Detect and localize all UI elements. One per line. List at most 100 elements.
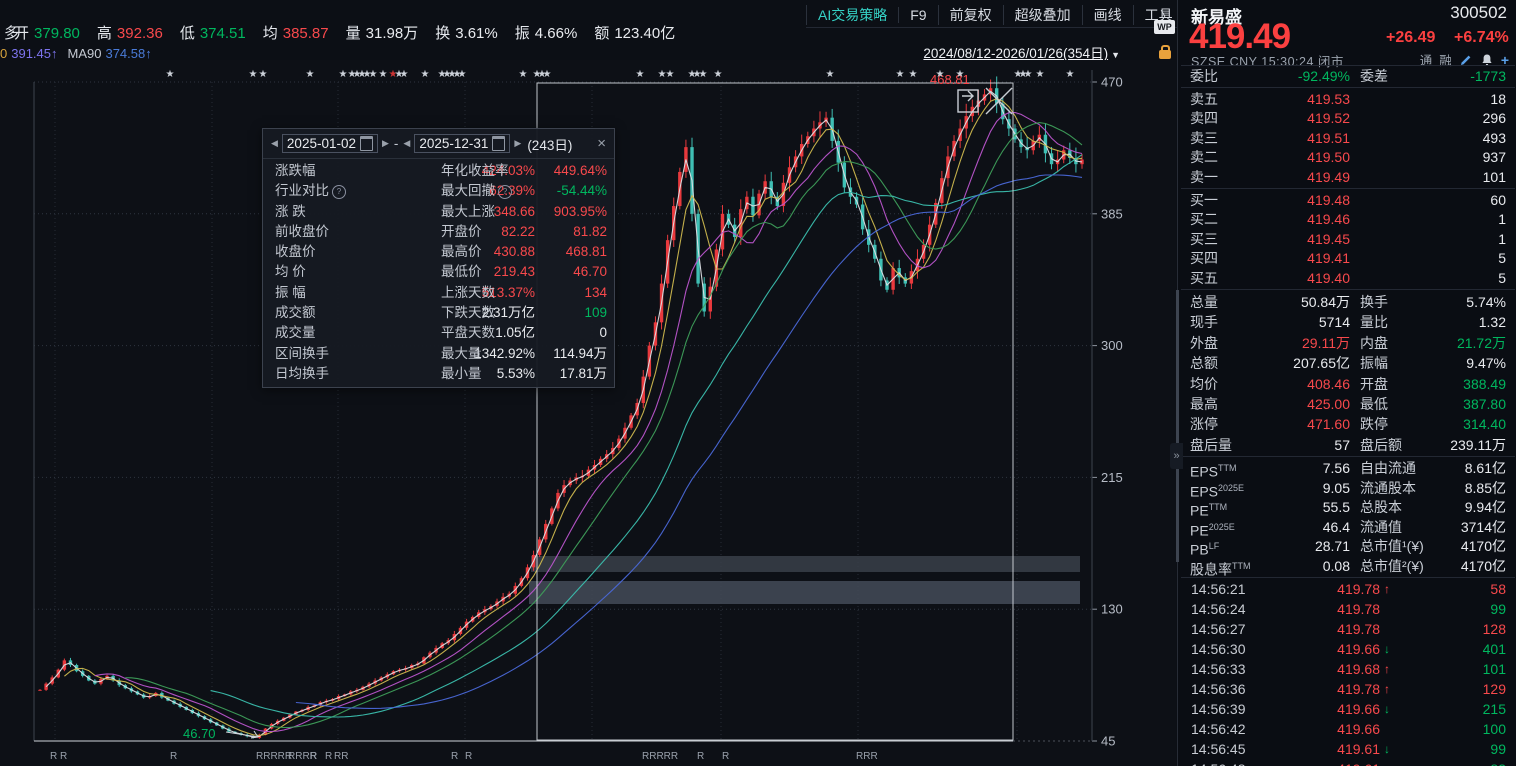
fundamental-value: 7.56 xyxy=(1322,460,1350,476)
event-star-icon[interactable]: ★ xyxy=(166,69,175,80)
event-star-icon[interactable]: ★ xyxy=(389,69,398,80)
ex-rights-marker: R R xyxy=(50,751,67,762)
event-star-icon[interactable]: ★ xyxy=(1024,69,1033,80)
event-star-icon[interactable]: ★ xyxy=(339,69,348,80)
lock-icon[interactable] xyxy=(1159,45,1171,59)
event-star-icon[interactable]: ★ xyxy=(306,69,315,80)
alert-bell-icon[interactable] xyxy=(1480,53,1494,67)
caret-down-icon[interactable]: ▼ xyxy=(1111,50,1120,60)
panel-collapse-handle[interactable]: » xyxy=(1170,443,1183,469)
event-star-icon[interactable]: ★ xyxy=(458,69,467,80)
event-star-icon[interactable]: ★ xyxy=(400,69,409,80)
event-star-icon[interactable]: ★ xyxy=(259,69,268,80)
event-star-icon[interactable]: ★ xyxy=(699,69,708,80)
bid-row[interactable]: 买五 419.40 5 xyxy=(1178,269,1516,288)
event-star-icon[interactable]: ★ xyxy=(658,69,667,80)
quote-field-value: 374.51 xyxy=(199,25,246,42)
tick-time: 14:56:48 xyxy=(1191,759,1246,766)
event-star-icon[interactable]: ★ xyxy=(353,69,362,80)
event-star-icon[interactable]: ★ xyxy=(1014,69,1023,80)
end-date-picker[interactable]: 2025-12-31 xyxy=(414,134,511,153)
event-star-icon[interactable]: ★ xyxy=(896,69,905,80)
menu-item-6[interactable]: 工具 xyxy=(1132,5,1184,25)
event-star-icon[interactable]: ★ xyxy=(363,69,372,80)
start-date-next-icon[interactable]: ▶ xyxy=(381,138,389,148)
event-star-icon[interactable]: ★ xyxy=(956,69,965,80)
menu-item-3[interactable]: 前复权 xyxy=(937,5,1003,25)
event-star-icon[interactable]: ★ xyxy=(519,69,528,80)
end-date-next-icon[interactable]: ▶ xyxy=(514,138,522,148)
event-star-icon[interactable]: ★ xyxy=(421,69,430,80)
bid-row[interactable]: 买三 419.45 1 xyxy=(1178,230,1516,249)
event-star-icon[interactable]: ★ xyxy=(1019,69,1028,80)
ask-row[interactable]: 卖一 419.49 101 xyxy=(1178,168,1516,187)
selection-export-icon[interactable] xyxy=(957,89,979,113)
menu-item-4[interactable]: 超级叠加 xyxy=(1002,5,1082,25)
edit-pencil-icon[interactable] xyxy=(1459,53,1473,67)
event-star-icon[interactable]: ★ xyxy=(348,69,357,80)
event-star-icon[interactable]: ★ xyxy=(714,69,723,80)
event-star-icon[interactable]: ★ xyxy=(438,69,447,80)
chart-date-range[interactable]: 2024/08/12-2026/01/26(354日) ▼ xyxy=(820,42,1120,62)
event-star-icon[interactable]: ★ xyxy=(688,69,697,80)
end-date-prev-icon[interactable]: ◀ xyxy=(403,138,411,148)
ask-row[interactable]: 卖二 419.50 937 xyxy=(1178,148,1516,167)
event-star-icon[interactable]: ★ xyxy=(936,69,945,80)
event-star-icon[interactable]: ★ xyxy=(379,69,388,80)
event-star-icon[interactable]: ★ xyxy=(1036,69,1045,80)
event-star-icon[interactable]: ★ xyxy=(443,69,452,80)
bid-row[interactable]: 买一 419.48 60 xyxy=(1178,191,1516,210)
ask-row[interactable]: 卖五 419.53 18 xyxy=(1178,90,1516,109)
event-star-icon[interactable]: ★ xyxy=(636,69,645,80)
fundamental-label: PBLF xyxy=(1190,541,1220,559)
tick-time: 14:56:30 xyxy=(1191,641,1246,657)
menu-item-2[interactable]: F9 xyxy=(898,7,937,23)
popup-stat-row: 涨跌幅 424.03% 年化收益率 449.64% xyxy=(263,161,614,181)
event-star-icon[interactable]: ★ xyxy=(543,69,552,80)
event-star-icon[interactable]: ★ xyxy=(693,69,702,80)
annotation-bar[interactable] xyxy=(529,581,1080,604)
info-icon[interactable]: ? xyxy=(332,185,346,200)
popup-stat-row: 成交额 2.31万亿 下跌天数 109 xyxy=(263,303,614,323)
popup-stat-value: 449.64% xyxy=(553,163,607,178)
event-star-icon[interactable]: ★ xyxy=(1066,69,1075,80)
start-date-prev-icon[interactable]: ◀ xyxy=(271,138,278,148)
fundamental-label: EPSTTM xyxy=(1190,463,1237,480)
event-star-icon[interactable]: ★ xyxy=(453,69,462,80)
panel-scrollbar[interactable] xyxy=(1176,290,1179,562)
tick-time: 14:56:21 xyxy=(1191,581,1246,597)
ask-row[interactable]: 卖三 419.51 493 xyxy=(1178,129,1516,148)
event-star-icon[interactable]: ★ xyxy=(826,69,835,80)
stock-code: 300502 xyxy=(1450,3,1507,22)
interval-stats-popup: ◀ 2025-01-02 ▶ - ◀ 2025-12-31 ▶ (243日) ×… xyxy=(262,128,615,388)
event-star-icon[interactable]: ★ xyxy=(909,69,918,80)
wp-badge[interactable]: WP xyxy=(1154,20,1175,34)
bid-row[interactable]: 买二 419.46 1 xyxy=(1178,210,1516,229)
start-date-picker[interactable]: 2025-01-02 xyxy=(281,134,378,153)
ask-row[interactable]: 卖四 419.52 296 xyxy=(1178,109,1516,128)
interval-selection-rect[interactable] xyxy=(536,82,1014,741)
popup-close-icon[interactable]: × xyxy=(597,135,606,152)
menu-item-5[interactable]: 画线 xyxy=(1081,5,1133,25)
y-axis-label: 300 xyxy=(1101,338,1123,353)
menu-item-1[interactable]: AI交易策略 xyxy=(806,5,898,25)
add-icon[interactable]: + xyxy=(1500,51,1509,68)
event-star-icon[interactable]: ★ xyxy=(666,69,675,80)
event-star-icon[interactable]: ★ xyxy=(538,69,547,80)
event-star-icon[interactable]: ★ xyxy=(249,69,258,80)
event-star-icon[interactable]: ★ xyxy=(369,69,378,80)
quote-field-label: 量 xyxy=(345,25,361,42)
date-range-text[interactable]: 2024/08/12-2026/01/26(354日) xyxy=(923,46,1109,61)
bid-row[interactable]: 买四 419.41 5 xyxy=(1178,249,1516,268)
tick-row: 14:56:21 419.78 ↑ 58 xyxy=(1178,579,1516,599)
event-star-icon[interactable]: ★ xyxy=(448,69,457,80)
ex-rights-marker: R xyxy=(451,751,458,762)
event-star-icon[interactable]: ★ xyxy=(358,69,367,80)
info-icon[interactable]: ? xyxy=(498,185,512,200)
event-star-icon[interactable]: ★ xyxy=(395,69,404,80)
annotation-bar[interactable] xyxy=(531,556,1080,572)
selection-close-icon[interactable] xyxy=(985,87,1013,115)
stat-value: 388.49 xyxy=(1463,375,1506,392)
event-star-icon[interactable]: ★ xyxy=(533,69,542,80)
